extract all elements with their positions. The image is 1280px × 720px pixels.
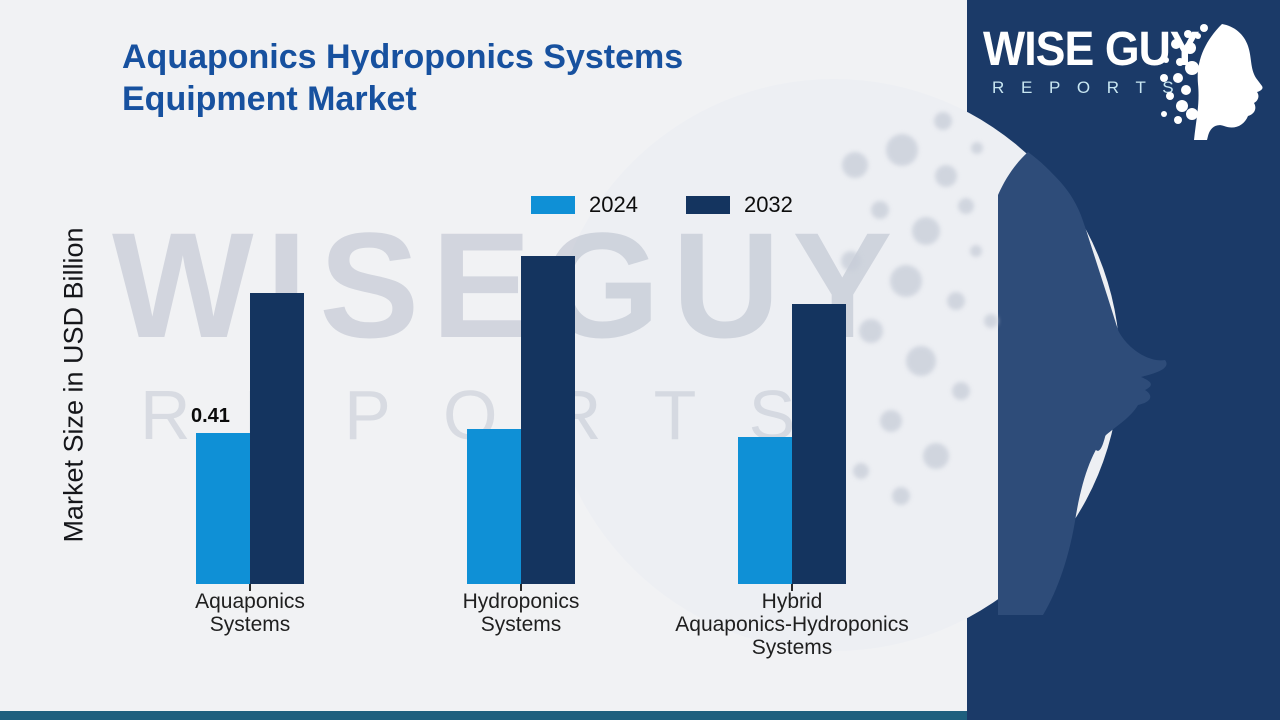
watermark-dot — [984, 314, 998, 328]
legend-swatch-2024 — [531, 196, 575, 214]
watermark-reports: R E P O R T S — [140, 376, 813, 454]
watermark-dot — [842, 152, 868, 178]
brand-logo-reports-text: R E P O R T S — [992, 78, 1180, 97]
watermark-dot — [841, 251, 861, 271]
chart-title: Aquaponics Hydroponics Systems Equipment… — [122, 38, 684, 118]
watermark-dot — [871, 201, 889, 219]
watermark-dot — [880, 410, 902, 432]
watermark-dot — [853, 463, 869, 479]
watermark-dot — [952, 382, 970, 400]
watermark-dot — [947, 292, 965, 310]
brand-logo-face-icon — [1160, 24, 1263, 140]
y-axis-label: Market Size in USD Billion — [58, 227, 89, 543]
brand-logo: WISE GUY R E P O R T S — [983, 24, 1215, 98]
legend-swatch-2032 — [685, 196, 730, 214]
watermark-dot — [958, 198, 974, 214]
legend-label-2032: 2032 — [743, 192, 793, 217]
bar-2024-group1 — [196, 433, 250, 584]
legend-item-2032: 2032 — [685, 192, 793, 218]
watermark-dot — [934, 112, 952, 130]
footer-accent-bar — [0, 711, 967, 720]
watermark-dot — [886, 134, 918, 166]
watermark-dot — [923, 443, 949, 469]
watermark-wiseguy: WISEGUY — [112, 201, 905, 369]
chart-legend: 2024 2032 — [531, 192, 793, 218]
x-axis-tick — [249, 584, 251, 591]
brand-logo-wiseguy-text: WISE GUY — [983, 23, 1200, 76]
legend-label-2024: 2024 — [589, 192, 638, 217]
watermark-dot — [859, 319, 883, 343]
watermark-dot — [970, 245, 982, 257]
legend-item-2024: 2024 — [531, 192, 638, 218]
watermark-dot — [935, 165, 957, 187]
watermark-dot — [892, 487, 910, 505]
watermark-dot — [890, 265, 922, 297]
watermark-dot — [971, 142, 983, 154]
face-silhouette-decor — [998, 152, 1167, 615]
watermark-dot — [906, 346, 936, 376]
x-axis-category-label: Hydroponics Systems — [462, 590, 580, 636]
x-axis-category-label: Aquaponics Systems — [195, 590, 305, 636]
x-axis-tick — [520, 584, 522, 591]
watermark-dot — [912, 217, 940, 245]
